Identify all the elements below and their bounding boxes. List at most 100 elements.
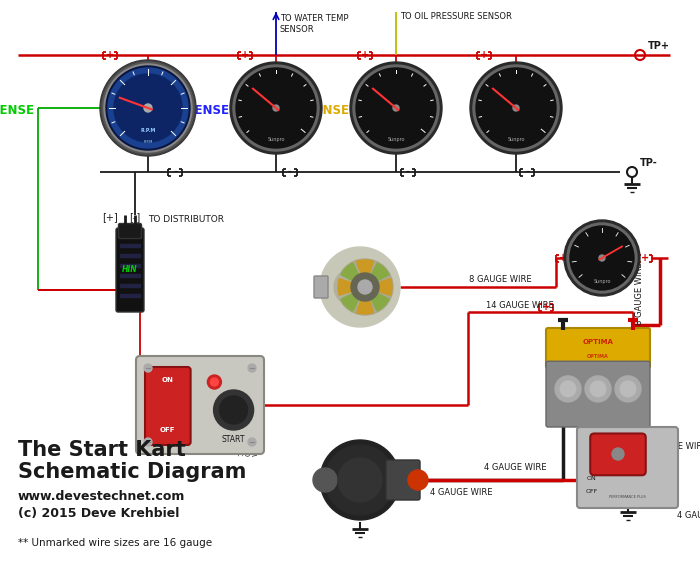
Text: TP-: TP- [640, 158, 658, 168]
Text: 8 GAUGE WIRE: 8 GAUGE WIRE [469, 275, 531, 283]
Text: PERFORMANCE PLUS: PERFORMANCE PLUS [609, 495, 646, 499]
FancyBboxPatch shape [314, 276, 328, 298]
Text: Sunpro: Sunpro [267, 136, 285, 142]
Circle shape [408, 470, 428, 490]
Circle shape [513, 105, 519, 111]
Circle shape [104, 64, 192, 152]
Circle shape [320, 440, 400, 520]
Circle shape [393, 105, 399, 111]
Circle shape [334, 269, 370, 305]
Text: [-]: [-] [130, 212, 141, 222]
Circle shape [564, 220, 640, 296]
Wedge shape [365, 263, 389, 287]
Text: +: + [106, 50, 114, 60]
Wedge shape [341, 287, 365, 311]
Circle shape [144, 438, 152, 446]
Text: TO DISTRIBUTOR: TO DISTRIBUTOR [148, 215, 224, 224]
Circle shape [615, 376, 641, 402]
FancyBboxPatch shape [136, 356, 264, 454]
Circle shape [273, 105, 279, 111]
Text: Sunpro: Sunpro [508, 136, 525, 142]
Circle shape [555, 376, 581, 402]
Circle shape [313, 468, 337, 492]
FancyBboxPatch shape [577, 427, 678, 508]
Text: OFF: OFF [160, 427, 176, 433]
Circle shape [338, 458, 382, 502]
Text: +: + [559, 253, 567, 263]
Circle shape [233, 65, 319, 151]
Circle shape [590, 381, 606, 397]
Wedge shape [357, 260, 373, 287]
Circle shape [214, 390, 253, 430]
Circle shape [100, 60, 196, 156]
Text: 4 GAUGE WIRE: 4 GAUGE WIRE [484, 463, 546, 472]
Bar [120, 243, 140, 247]
Circle shape [612, 448, 624, 460]
FancyBboxPatch shape [118, 223, 141, 239]
Wedge shape [341, 263, 365, 287]
Text: TO WATER TEMP
SENSOR: TO WATER TEMP SENSOR [280, 14, 349, 34]
Text: R.P.M: R.P.M [140, 127, 155, 132]
Text: +: + [361, 50, 369, 60]
Circle shape [356, 68, 436, 148]
Text: SENSE: SENSE [186, 103, 229, 116]
Circle shape [620, 381, 636, 397]
Bar [120, 263, 140, 267]
Circle shape [211, 378, 218, 386]
Text: ** Unmarked wire sizes are 16 gauge: ** Unmarked wire sizes are 16 gauge [18, 538, 212, 548]
Circle shape [470, 62, 562, 154]
Circle shape [220, 396, 248, 424]
Text: -: - [525, 167, 529, 177]
Circle shape [144, 364, 152, 372]
Text: 4 GAUGE WIRE: 4 GAUGE WIRE [430, 488, 493, 497]
Circle shape [351, 273, 379, 301]
Text: TP+: TP+ [648, 41, 670, 51]
Text: 8 GAUGE WIRE: 8 GAUGE WIRE [635, 263, 644, 325]
Text: ON: ON [587, 476, 596, 481]
Circle shape [599, 255, 605, 261]
Text: START: START [222, 436, 246, 444]
Circle shape [567, 223, 637, 293]
Text: TO OIL PRESSURE SENSOR: TO OIL PRESSURE SENSOR [400, 12, 512, 21]
Circle shape [114, 74, 182, 142]
Text: +: + [641, 253, 649, 263]
Circle shape [248, 438, 256, 446]
Circle shape [560, 381, 576, 397]
Circle shape [358, 280, 372, 294]
Circle shape [585, 376, 611, 402]
Text: R.P.M: R.P.M [144, 140, 153, 144]
Text: -: - [173, 167, 177, 177]
Circle shape [207, 375, 221, 389]
Wedge shape [338, 279, 365, 295]
Circle shape [325, 445, 395, 515]
Circle shape [337, 259, 393, 315]
Text: +: + [542, 302, 550, 312]
Bar [120, 254, 140, 256]
Circle shape [350, 62, 442, 154]
Text: +: + [480, 50, 488, 60]
Text: [+]: [+] [102, 212, 118, 222]
Circle shape [248, 364, 256, 372]
Bar [120, 293, 140, 296]
Text: 4 GAUGE WIRE: 4 GAUGE WIRE [645, 442, 700, 451]
Text: SENSE: SENSE [306, 103, 349, 116]
FancyBboxPatch shape [546, 361, 650, 427]
Circle shape [353, 65, 439, 151]
Text: The Start Kart
Schematic Diagram: The Start Kart Schematic Diagram [18, 440, 246, 482]
Wedge shape [365, 287, 389, 311]
Text: +: + [241, 50, 249, 60]
FancyBboxPatch shape [590, 433, 645, 475]
FancyBboxPatch shape [145, 367, 190, 445]
Circle shape [320, 247, 400, 327]
Text: www.devestechnet.com
(c) 2015 Deve Krehbiel: www.devestechnet.com (c) 2015 Deve Krehb… [18, 490, 186, 520]
Circle shape [236, 68, 316, 148]
Text: ON: ON [162, 377, 174, 383]
FancyBboxPatch shape [546, 328, 650, 368]
Text: SENSE: SENSE [0, 103, 34, 116]
Text: Sunpro: Sunpro [387, 136, 405, 142]
Circle shape [473, 65, 559, 151]
Text: -: - [406, 167, 410, 177]
Wedge shape [365, 279, 392, 295]
Circle shape [476, 68, 556, 148]
Text: 14
GAUGE
WIRE: 14 GAUGE WIRE [239, 432, 258, 456]
